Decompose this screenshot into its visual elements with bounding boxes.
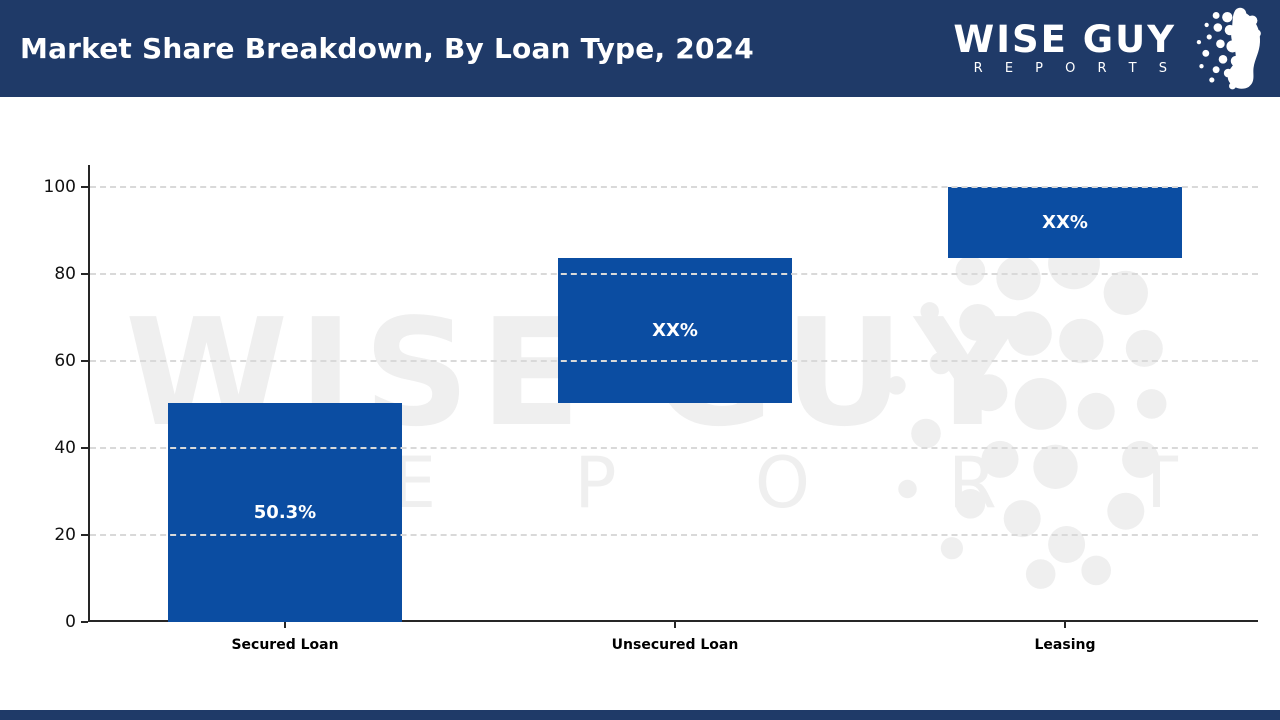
y-tick-label-60: 60 — [54, 350, 76, 371]
gridline-60 — [90, 359, 1258, 362]
gridline-100 — [90, 185, 1258, 188]
wise-guy-reports-logo: WISE GUY R E P O R T S — [953, 6, 1280, 92]
logo-text: WISE GUY R E P O R T S — [953, 21, 1176, 76]
y-tick-label-80: 80 — [54, 263, 76, 284]
y-tick-mark-40 — [81, 446, 88, 449]
y-tick-label-40: 40 — [54, 437, 76, 458]
x-tick-mark-1 — [284, 622, 286, 628]
x-tick-mark-2 — [674, 622, 676, 628]
logo-subtitle: R E P O R T S — [973, 61, 1176, 76]
y-tick-mark-80 — [81, 272, 88, 275]
y-tick-label-100: 100 — [43, 176, 76, 197]
x-category-label: Leasing — [1034, 637, 1096, 653]
dotted-head-icon — [1196, 7, 1261, 89]
footer-bar — [0, 710, 1280, 720]
chart-area: WISE GUY R E P O R T S 02040608010050.3%… — [0, 97, 1280, 710]
bar-value-label: XX% — [1042, 211, 1088, 233]
y-tick-label-0: 0 — [65, 612, 76, 632]
bar-unsecured-loan: XX% — [558, 258, 792, 404]
y-tick-mark-20 — [81, 533, 88, 536]
bar-leasing: XX% — [948, 186, 1182, 259]
gridline-20 — [90, 533, 1258, 536]
bar-value-label: XX% — [652, 320, 698, 342]
bar-secured-loan: 50.3% — [168, 403, 402, 622]
gridline-80 — [90, 272, 1258, 275]
bar-value-label: 50.3% — [253, 502, 317, 524]
y-tick-mark-100 — [81, 185, 88, 188]
logo-wordmark: WISE GUY — [953, 18, 1176, 61]
header: Market Share Breakdown, By Loan Type, 20… — [0, 0, 1280, 97]
x-category-label: Unsecured Loan — [611, 637, 739, 653]
y-tick-label-20: 20 — [54, 524, 76, 545]
y-tick-mark-60 — [81, 359, 88, 362]
y-tick-mark-0 — [81, 621, 88, 623]
gridline-40 — [90, 446, 1258, 449]
page-title: Market Share Breakdown, By Loan Type, 20… — [20, 32, 754, 65]
plot-area: 0 20 40 60 80 100 50.3% Secured Loan XX% Unsecure… — [44, 165, 1258, 653]
x-category-label: Secured Loan — [231, 637, 339, 653]
x-tick-mark-3 — [1064, 622, 1066, 628]
